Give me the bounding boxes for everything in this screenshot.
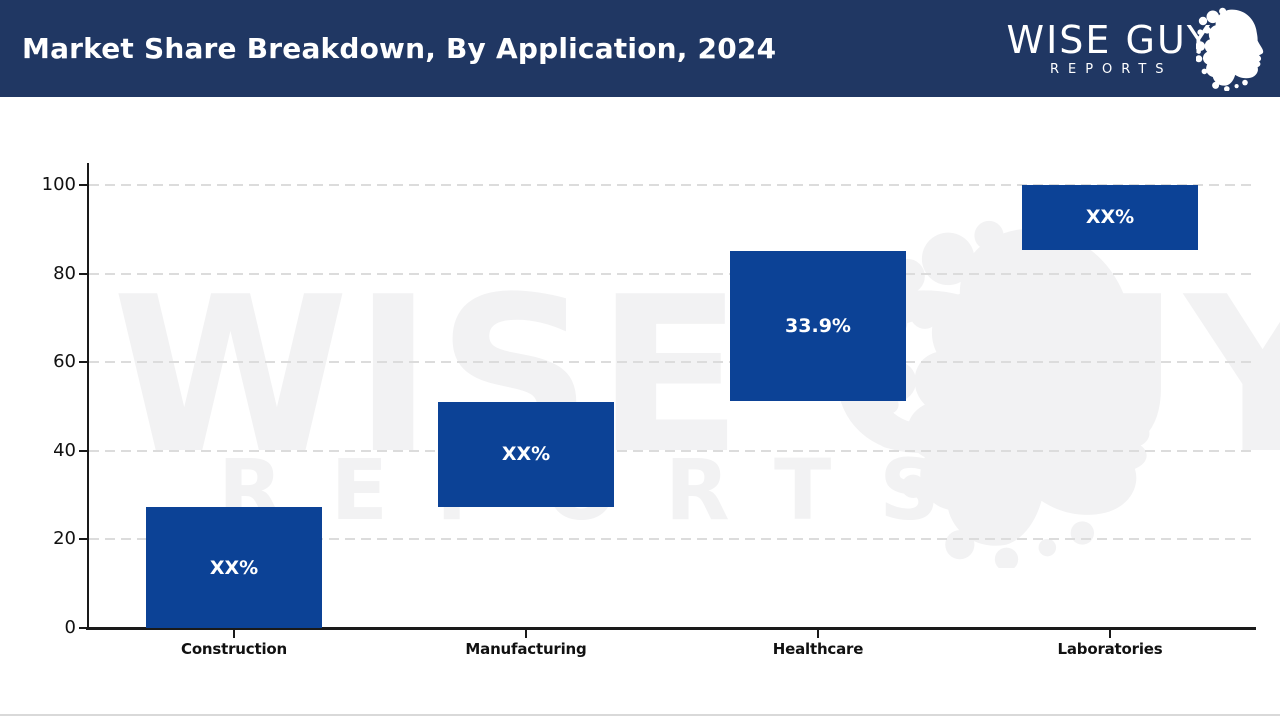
x-tick-label-laboratories: Laboratories (1057, 640, 1163, 658)
y-tick-label-40: 40 (53, 439, 76, 461)
y-tick-mark-80 (79, 272, 87, 275)
bar-construction (146, 507, 322, 628)
y-tick-label-80: 80 (53, 262, 76, 284)
x-tick-mark-laboratories (1109, 630, 1111, 638)
x-tick-label-manufacturing: Manufacturing (465, 640, 587, 658)
y-tick-mark-40 (79, 449, 87, 452)
y-tick-label-100: 100 (41, 174, 76, 196)
y-tick-mark-0 (79, 627, 87, 629)
gridline-y-20 (89, 538, 1256, 541)
gridline-y-80 (89, 272, 1256, 275)
x-tick-mark-healthcare (817, 630, 819, 638)
bar-value-label-manufacturing: XX% (501, 443, 551, 466)
y-tick-label-60: 60 (53, 351, 76, 373)
gridline-y-40 (89, 449, 1256, 452)
bar-laboratories (1022, 185, 1198, 250)
y-tick-label-0: 0 (64, 617, 76, 638)
wiseguy-head-watermark-icon (878, 220, 1159, 568)
bar-value-label-healthcare: 33.9% (785, 314, 851, 337)
y-tick-label-20: 20 (53, 528, 76, 550)
bottom-divider (0, 714, 1280, 716)
logo-reports-text: REPORTS (1049, 61, 1173, 77)
wiseguy-head-logo-icon (1196, 7, 1264, 91)
y-tick-mark-60 (79, 361, 87, 364)
gridline-y-100 (89, 184, 1256, 187)
x-axis-line (86, 627, 1256, 630)
bar-value-label-construction: XX% (209, 556, 259, 579)
header: Market Share Breakdown, By Application, … (0, 0, 1280, 97)
y-axis-line (87, 163, 89, 630)
bar-value-label-laboratories: XX% (1085, 206, 1135, 229)
y-tick-mark-100 (79, 184, 87, 187)
wiseguy-logo: WISE GUY REPORTS (1007, 7, 1280, 91)
x-tick-mark-construction (233, 630, 235, 638)
page-title: Market Share Breakdown, By Application, … (22, 32, 777, 65)
bar-healthcare (730, 250, 906, 401)
y-tick-mark-20 (79, 538, 87, 541)
x-tick-label-healthcare: Healthcare (772, 640, 864, 658)
x-tick-mark-manufacturing (525, 630, 527, 638)
x-tick-label-construction: Construction (181, 640, 287, 658)
gridline-y-60 (89, 361, 1256, 364)
logo-wiseguy-text: WISE GUY (1006, 17, 1212, 62)
bar-manufacturing (438, 401, 614, 507)
